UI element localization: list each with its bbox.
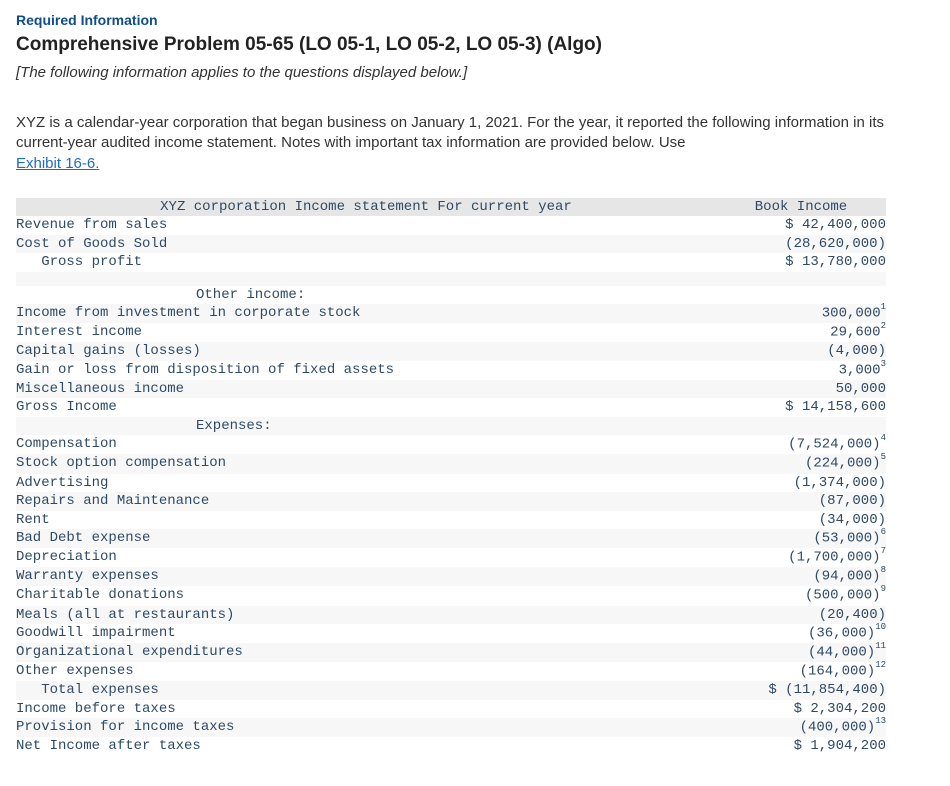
- value: $ 42,400,000: [716, 216, 886, 234]
- section-expenses: Expenses:: [16, 417, 886, 435]
- label: Repairs and Maintenance: [16, 492, 716, 510]
- row-gross-income: Gross Income $ 14,158,600: [16, 398, 886, 416]
- label: Gain or loss from disposition of fixed a…: [16, 361, 716, 379]
- value: (36,000)10: [716, 624, 886, 643]
- value: (1,374,000): [716, 474, 886, 492]
- row-gross-profit: Gross profit $ 13,780,000: [16, 253, 886, 271]
- section-label: Other income:: [16, 286, 716, 304]
- applies-subtitle: [The following information applies to th…: [16, 64, 934, 81]
- label: Provision for income taxes: [16, 718, 716, 736]
- value: $ 2,304,200: [716, 700, 886, 718]
- value: (500,000)9: [716, 586, 886, 605]
- label: Compensation: [16, 435, 716, 453]
- row-disposition: Gain or loss from disposition of fixed a…: [16, 361, 886, 380]
- label: Goodwill impairment: [16, 624, 716, 642]
- row-compensation: Compensation (7,524,000)4: [16, 435, 886, 454]
- label: Income from investment in corporate stoc…: [16, 304, 716, 322]
- row-investment-income: Income from investment in corporate stoc…: [16, 304, 886, 323]
- label: Gross profit: [16, 253, 716, 271]
- row-meals: Meals (all at restaurants) (20,400): [16, 606, 886, 624]
- label: Meals (all at restaurants): [16, 606, 716, 624]
- row-charitable: Charitable donations (500,000)9: [16, 586, 886, 605]
- value: (224,000)5: [716, 454, 886, 473]
- statement-header-label: XYZ corporation Income statement For cur…: [16, 198, 716, 216]
- problem-title: Comprehensive Problem 05-65 (LO 05-1, LO…: [16, 34, 934, 56]
- income-statement: XYZ corporation Income statement For cur…: [16, 198, 886, 756]
- row-stock-option: Stock option compensation (224,000)5: [16, 454, 886, 473]
- intro-paragraph: XYZ is a calendar-year corporation that …: [16, 113, 934, 174]
- row-capital-gains: Capital gains (losses) (4,000): [16, 342, 886, 360]
- row-cogs: Cost of Goods Sold (28,620,000): [16, 235, 886, 253]
- label: Net Income after taxes: [16, 737, 716, 755]
- required-info-label: Required Information: [16, 12, 934, 28]
- row-income-before-tax: Income before taxes $ 2,304,200: [16, 700, 886, 718]
- label: Stock option compensation: [16, 454, 716, 472]
- row-depreciation: Depreciation (1,700,000)7: [16, 548, 886, 567]
- value: 29,6002: [716, 323, 886, 342]
- row-revenue: Revenue from sales $ 42,400,000: [16, 216, 886, 234]
- label: Warranty expenses: [16, 567, 716, 585]
- label: Capital gains (losses): [16, 342, 716, 360]
- label: Miscellaneous income: [16, 380, 716, 398]
- value: $ 14,158,600: [716, 398, 886, 416]
- row-goodwill: Goodwill impairment (36,000)10: [16, 624, 886, 643]
- label: Cost of Goods Sold: [16, 235, 716, 253]
- value: (4,000): [716, 342, 886, 360]
- row-interest-income: Interest income 29,6002: [16, 323, 886, 342]
- row-repairs: Repairs and Maintenance (87,000): [16, 492, 886, 510]
- value: (44,000)11: [716, 643, 886, 662]
- row-org-expend: Organizational expenditures (44,000)11: [16, 643, 886, 662]
- value: (400,000)13: [716, 718, 886, 737]
- value: (20,400): [716, 606, 886, 624]
- label: Rent: [16, 511, 716, 529]
- label: Other expenses: [16, 662, 716, 680]
- value: (87,000): [716, 492, 886, 510]
- section-label: Expenses:: [16, 417, 716, 435]
- value: $ 13,780,000: [716, 253, 886, 271]
- value: (34,000): [716, 511, 886, 529]
- value: 300,0001: [716, 304, 886, 323]
- row-provision-tax: Provision for income taxes (400,000)13: [16, 718, 886, 737]
- row-misc-income: Miscellaneous income 50,000: [16, 380, 886, 398]
- label: Charitable donations: [16, 586, 716, 604]
- row-net-income: Net Income after taxes $ 1,904,200: [16, 737, 886, 755]
- statement-header-row: XYZ corporation Income statement For cur…: [16, 198, 886, 216]
- exhibit-link[interactable]: Exhibit 16-6.: [16, 155, 99, 172]
- row-advertising: Advertising (1,374,000): [16, 474, 886, 492]
- intro-text: XYZ is a calendar-year corporation that …: [16, 114, 884, 151]
- value: (94,000)8: [716, 567, 886, 586]
- row-total-expenses: Total expenses $ (11,854,400): [16, 681, 886, 699]
- value: (28,620,000): [716, 235, 886, 253]
- label: Total expenses: [16, 681, 716, 699]
- label: Gross Income: [16, 398, 716, 416]
- label: Revenue from sales: [16, 216, 716, 234]
- value: (7,524,000)4: [716, 435, 886, 454]
- label: Depreciation: [16, 548, 716, 566]
- value: $ (11,854,400): [716, 681, 886, 699]
- value: (164,000)12: [716, 662, 886, 681]
- statement-header-value: Book Income: [716, 198, 886, 216]
- row-rent: Rent (34,000): [16, 511, 886, 529]
- row-bad-debt: Bad Debt expense (53,000)6: [16, 529, 886, 548]
- label: Advertising: [16, 474, 716, 492]
- label: Bad Debt expense: [16, 529, 716, 547]
- blank-row: [16, 272, 886, 286]
- value: 3,0003: [716, 361, 886, 380]
- value: $ 1,904,200: [716, 737, 886, 755]
- value: 50,000: [716, 380, 886, 398]
- section-other-income: Other income:: [16, 286, 886, 304]
- label: Interest income: [16, 323, 716, 341]
- label: Organizational expenditures: [16, 643, 716, 661]
- label: Income before taxes: [16, 700, 716, 718]
- row-warranty: Warranty expenses (94,000)8: [16, 567, 886, 586]
- value: (53,000)6: [716, 529, 886, 548]
- row-other-expenses: Other expenses (164,000)12: [16, 662, 886, 681]
- value: (1,700,000)7: [716, 548, 886, 567]
